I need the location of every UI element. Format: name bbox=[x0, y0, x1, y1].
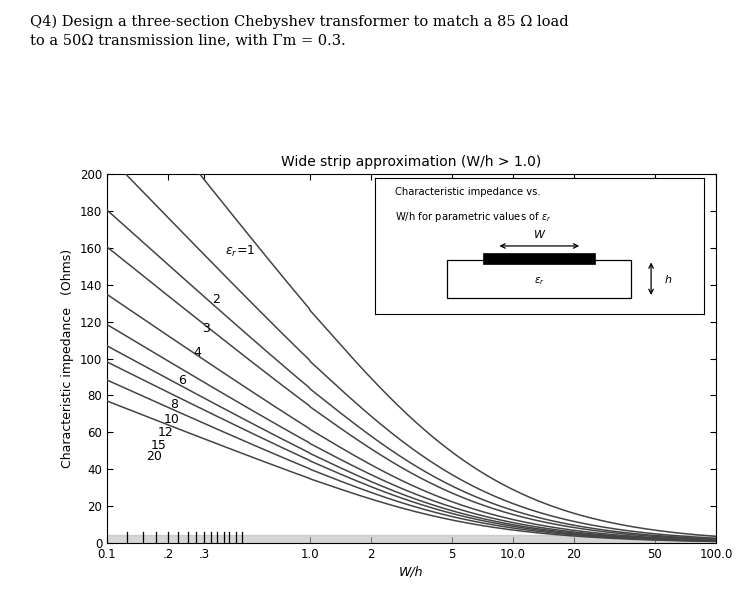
Text: Q4) Design a three-section Chebyshev transformer to match a 85 Ω load: Q4) Design a three-section Chebyshev tra… bbox=[30, 15, 568, 29]
Text: 3: 3 bbox=[202, 322, 210, 335]
Text: 2: 2 bbox=[213, 293, 220, 306]
Bar bbox=[107, 535, 716, 544]
Text: $\varepsilon_r\!=\!1$: $\varepsilon_r\!=\!1$ bbox=[224, 244, 255, 259]
Text: 12: 12 bbox=[158, 426, 173, 439]
X-axis label: W/h: W/h bbox=[399, 565, 424, 578]
Text: 8: 8 bbox=[170, 398, 179, 411]
Text: 10: 10 bbox=[164, 413, 179, 426]
Text: 6: 6 bbox=[179, 374, 187, 387]
Text: 20: 20 bbox=[145, 450, 162, 463]
Text: 15: 15 bbox=[151, 439, 167, 452]
Text: 4: 4 bbox=[193, 346, 201, 359]
Text: to a 50Ω transmission line, with Γm = 0.3.: to a 50Ω transmission line, with Γm = 0.… bbox=[30, 33, 345, 47]
Y-axis label: Characteristic impedance   (Ohms): Characteristic impedance (Ohms) bbox=[61, 249, 75, 468]
Title: Wide strip approximation (W/h > 1.0): Wide strip approximation (W/h > 1.0) bbox=[281, 155, 542, 169]
